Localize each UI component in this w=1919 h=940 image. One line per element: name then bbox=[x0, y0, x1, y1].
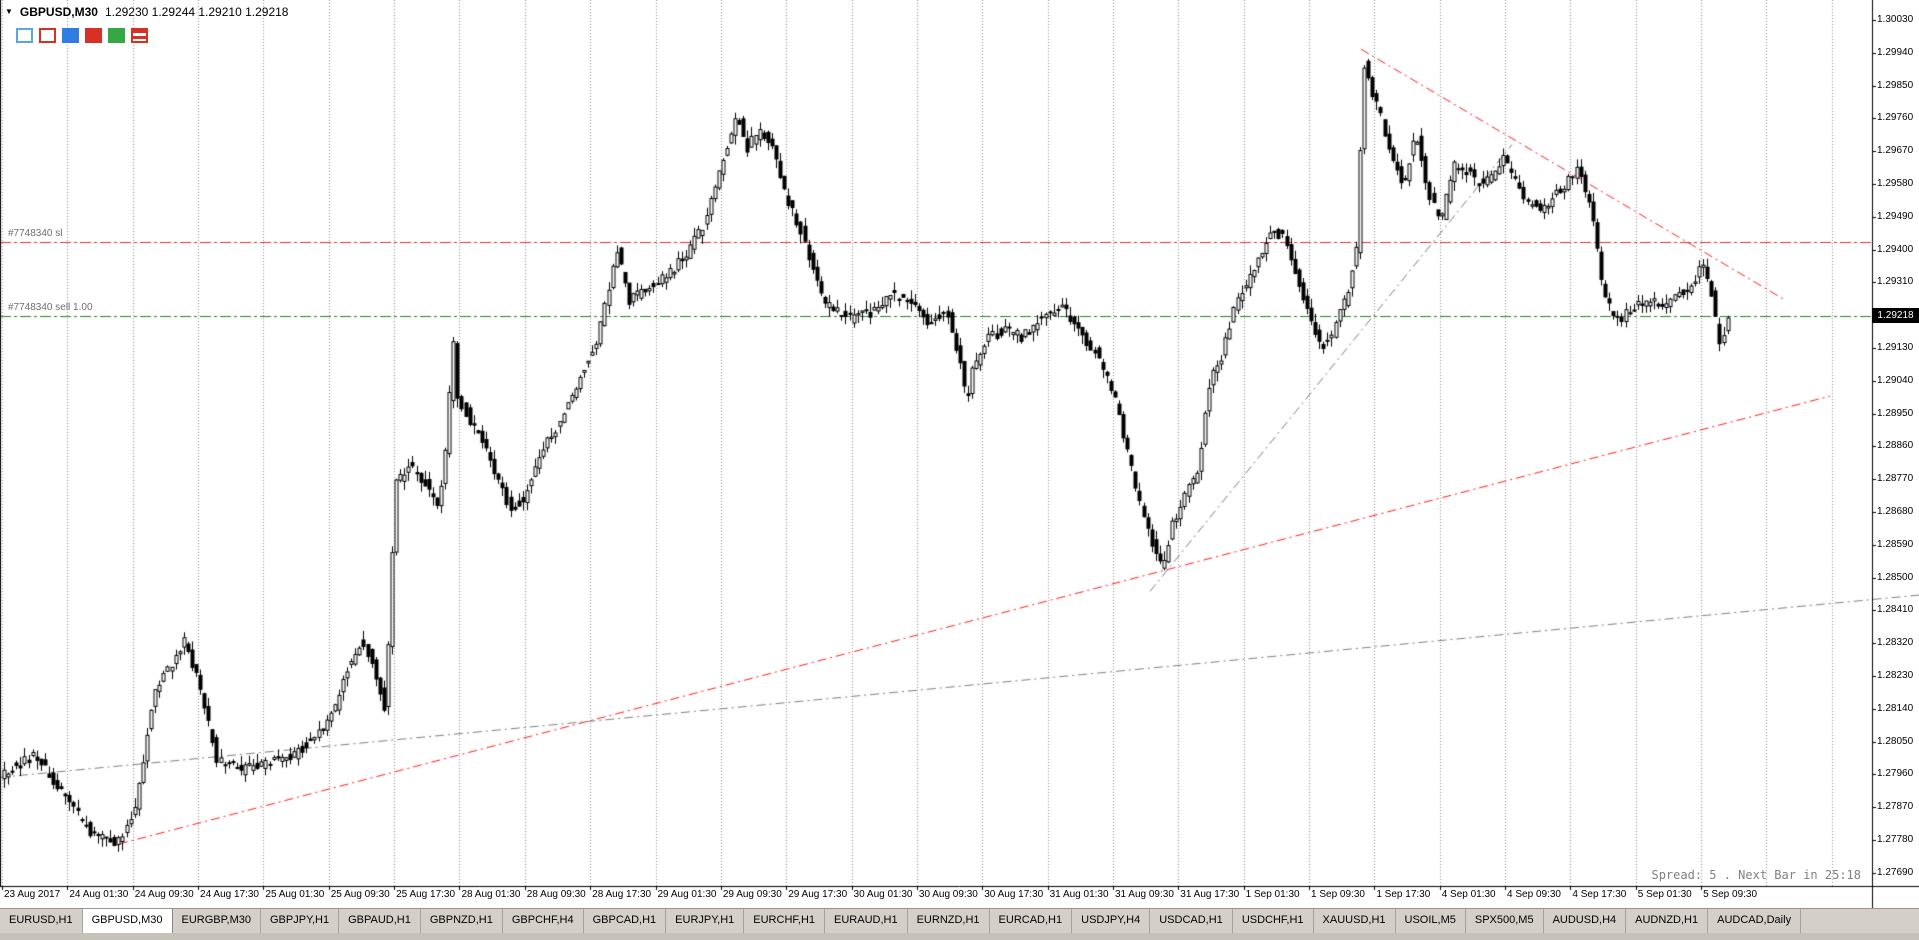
time-axis-label: 30 Aug 17:30 bbox=[984, 889, 1044, 900]
time-axis-label: 28 Aug 09:30 bbox=[526, 889, 586, 900]
time-axis-label: 4 Sep 09:30 bbox=[1507, 889, 1561, 900]
time-axis-label: 4 Sep 17:30 bbox=[1572, 889, 1627, 900]
chart-tab-usdjpy-h4[interactable]: USDJPY,H4 bbox=[1072, 909, 1151, 933]
time-axis-label: 28 Aug 01:30 bbox=[461, 889, 521, 900]
chart-tab-usdchf-h1[interactable]: USDCHF,H1 bbox=[1233, 909, 1314, 933]
price-axis-label: 1.29490 bbox=[1877, 210, 1914, 222]
chart-tab-eurjpy-h1[interactable]: EURJPY,H1 bbox=[666, 909, 745, 933]
price-axis-label: 1.28140 bbox=[1877, 702, 1914, 714]
chart-tab-eurcad-h1[interactable]: EURCAD,H1 bbox=[990, 909, 1073, 933]
time-axis-label: 23 Aug 2017 bbox=[4, 889, 61, 900]
chart-tab-eurnzd-h1[interactable]: EURNZD,H1 bbox=[908, 909, 990, 933]
price-axis-label: 1.28410 bbox=[1877, 604, 1914, 616]
time-axis-label: 1 Sep 09:30 bbox=[1311, 889, 1365, 900]
price-axis-label: 1.28770 bbox=[1877, 473, 1914, 485]
time-axis-label: 30 Aug 01:30 bbox=[853, 889, 913, 900]
time-axis-label: 24 Aug 09:30 bbox=[134, 889, 194, 900]
chart-title: ▼ GBPUSD,M30 1.29230 1.29244 1.29210 1.2… bbox=[5, 5, 288, 19]
time-axis-label: 4 Sep 01:30 bbox=[1441, 889, 1496, 900]
time-axis-label: 1 Sep 17:30 bbox=[1376, 889, 1431, 900]
chart-tab-xauusd-h1[interactable]: XAUUSD,H1 bbox=[1314, 909, 1396, 933]
time-axis-label: 25 Aug 17:30 bbox=[396, 889, 456, 900]
current-price-badge: 1.29218 bbox=[1872, 308, 1919, 324]
price-axis-label: 1.29040 bbox=[1877, 374, 1914, 386]
striped-red-swatch-button[interactable] bbox=[131, 28, 148, 43]
price-axis-label: 1.27870 bbox=[1877, 801, 1914, 813]
price-axis-label: 1.29580 bbox=[1877, 178, 1914, 189]
chart-tab-gbpchf-h4[interactable]: GBPCHF,H4 bbox=[503, 909, 584, 933]
time-axis-label: 30 Aug 09:30 bbox=[918, 889, 978, 900]
chart-tab-audnzd-h1[interactable]: AUDNZD,H1 bbox=[1626, 909, 1709, 933]
ohlc-values: 1.29230 1.29244 1.29210 1.29218 bbox=[104, 5, 289, 19]
chart-tab-eurusd-h1[interactable]: EURUSD,H1 bbox=[0, 909, 83, 933]
chart-tab-gbpusd-m30[interactable]: GBPUSD,M30 bbox=[82, 909, 173, 933]
solid-blue-swatch-button[interactable] bbox=[62, 28, 79, 43]
time-axis-label: 31 Aug 01:30 bbox=[1049, 889, 1109, 900]
chart-canvas[interactable] bbox=[0, 0, 1919, 908]
symbol-period-label: GBPUSD,M30 bbox=[19, 5, 98, 19]
chart-tabs-bar: EURUSD,H1 GBPUSD,M30 EURGBP,M30 GBPJPY,H1 GB… bbox=[0, 908, 1919, 933]
status-text: Spread: 5 . Next Bar in 25:18 bbox=[1651, 868, 1861, 882]
price-axis-label: 1.28680 bbox=[1877, 506, 1914, 517]
chart-tab-gbpcad-h1[interactable]: GBPCAD,H1 bbox=[584, 909, 667, 933]
price-axis-label: 1.27690 bbox=[1877, 866, 1914, 878]
time-axis-label: 5 Sep 09:30 bbox=[1703, 889, 1758, 900]
time-axis-label: 28 Aug 17:30 bbox=[592, 889, 652, 900]
price-axis-label: 1.28500 bbox=[1877, 571, 1914, 583]
chart-tab-gbpaud-h1[interactable]: GBPAUD,H1 bbox=[339, 909, 421, 933]
chart-tab-eurgbp-m30[interactable]: EURGBP,M30 bbox=[173, 909, 261, 933]
time-axis-label: 31 Aug 17:30 bbox=[1180, 889, 1240, 900]
time-axis-label: 24 Aug 17:30 bbox=[200, 889, 259, 900]
time-axis-label: 31 Aug 09:30 bbox=[1114, 889, 1174, 900]
price-axis-label: 1.29760 bbox=[1877, 112, 1914, 124]
price-axis-label: 1.29940 bbox=[1877, 46, 1914, 58]
price-axis-label: 1.29310 bbox=[1877, 276, 1914, 288]
chart-tab-gbpnzd-h1[interactable]: GBPNZD,H1 bbox=[421, 909, 503, 933]
price-axis-label: 1.28590 bbox=[1877, 538, 1914, 550]
time-axis-label: 25 Aug 09:30 bbox=[330, 889, 390, 900]
time-axis-label: 5 Sep 01:30 bbox=[1637, 889, 1692, 900]
price-axis-label: 1.29400 bbox=[1877, 243, 1914, 255]
price-axis-label: 1.29130 bbox=[1877, 342, 1914, 353]
time-axis-label: 1 Sep 01:30 bbox=[1245, 889, 1300, 900]
solid-red-swatch-button[interactable] bbox=[85, 28, 102, 43]
chart-tab-eurchf-h1[interactable]: EURCHF,H1 bbox=[744, 909, 826, 933]
chart-tab-audcad-daily[interactable]: AUDCAD,Daily bbox=[1708, 909, 1802, 933]
chart-tab-usdcad-h1[interactable]: USDCAD,H1 bbox=[1150, 909, 1233, 933]
chart-tab-audusd-h4[interactable]: AUDUSD,H4 bbox=[1544, 909, 1627, 933]
price-axis-label: 1.29670 bbox=[1877, 145, 1914, 157]
outline-red-swatch-button[interactable] bbox=[39, 28, 56, 43]
price-axis-label: 1.28050 bbox=[1877, 735, 1914, 747]
window-bottom-strip bbox=[0, 933, 1919, 940]
chart-tab-euraud-h1[interactable]: EURAUD,H1 bbox=[825, 909, 908, 933]
price-axis-label: 1.27780 bbox=[1877, 834, 1914, 845]
time-axis-label: 29 Aug 17:30 bbox=[788, 889, 848, 900]
price-axis-label: 1.30030 bbox=[1877, 14, 1914, 25]
price-axis-label: 1.28950 bbox=[1877, 407, 1914, 419]
solid-green-swatch-button[interactable] bbox=[108, 28, 125, 43]
chevron-down-icon[interactable]: ▼ bbox=[5, 7, 13, 16]
price-axis-label: 1.29850 bbox=[1877, 79, 1914, 91]
sell-order-line-label: #7748340 sell 1.00 bbox=[8, 301, 93, 313]
time-axis-label: 25 Aug 01:30 bbox=[265, 889, 325, 900]
price-axis-label: 1.28230 bbox=[1877, 670, 1914, 681]
time-axis-label: 29 Aug 09:30 bbox=[722, 889, 782, 900]
chart-tab-usoil-m5[interactable]: USOIL,M5 bbox=[1396, 909, 1466, 933]
time-axis-label: 29 Aug 01:30 bbox=[657, 889, 717, 900]
chart-tab-spx500-m5[interactable]: SPX500,M5 bbox=[1466, 909, 1544, 933]
price-axis-label: 1.27960 bbox=[1877, 768, 1914, 780]
chart-tab-gbpjpy-h1[interactable]: GBPJPY,H1 bbox=[261, 909, 340, 933]
object-color-buttons bbox=[16, 28, 148, 43]
stop-loss-line-label: #7748340 sl bbox=[8, 228, 63, 240]
price-axis-label: 1.28860 bbox=[1877, 440, 1914, 452]
price-axis-label: 1.28320 bbox=[1877, 637, 1914, 649]
time-axis-label: 24 Aug 01:30 bbox=[69, 889, 129, 900]
outline-blue-swatch-button[interactable] bbox=[16, 28, 33, 43]
